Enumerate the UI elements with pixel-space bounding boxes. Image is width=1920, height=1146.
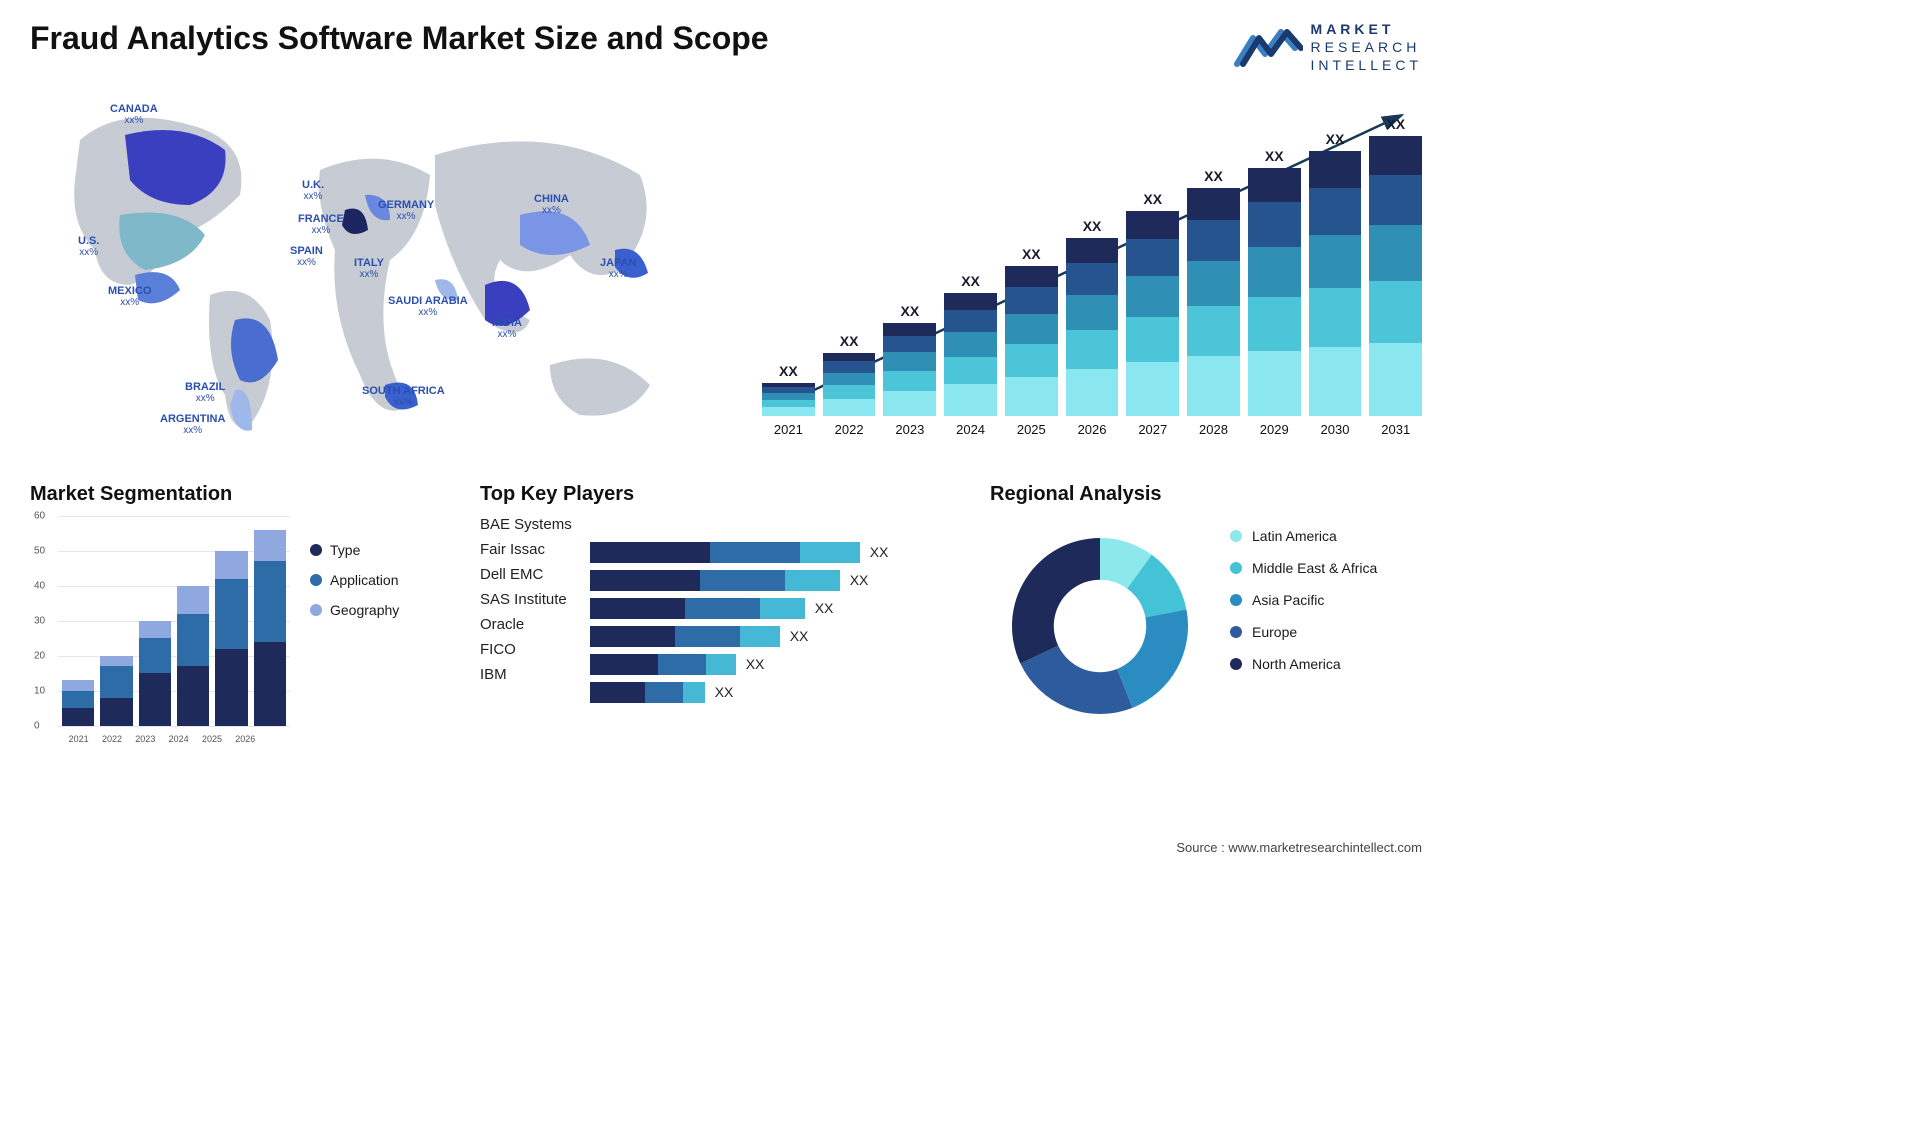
country-label: ITALYxx% (354, 257, 384, 280)
legend-item: Asia Pacific (1230, 592, 1377, 608)
player-bar: XX (590, 542, 960, 563)
country-label: SPAINxx% (290, 245, 323, 268)
country-label: CANADAxx% (110, 103, 158, 126)
players-names: BAE Systems Fair Issac Dell EMC SAS Institu… (480, 516, 572, 703)
segmentation-bar (215, 551, 247, 726)
regional-panel: Regional Analysis Latin America Middle Ea… (990, 483, 1422, 746)
player-name: SAS Institute (480, 591, 567, 608)
growth-bar: XX2026 (1066, 218, 1119, 437)
growth-bar: XX2022 (823, 333, 876, 437)
growth-bar-chart: XX2021XX2022XX2023XX2024XX2025XX2026XX20… (762, 95, 1422, 455)
player-name: Dell EMC (480, 566, 543, 583)
legend-item: Latin America (1230, 528, 1377, 544)
players-bars-chart: XX XX XX XX XX XX (590, 542, 960, 703)
player-bar: XX (590, 626, 960, 647)
growth-bar: XX2021 (762, 363, 815, 437)
country-label: U.K.xx% (302, 179, 324, 202)
country-label: FRANCExx% (298, 213, 344, 236)
header: Fraud Analytics Software Market Size and… (30, 20, 1422, 75)
legend-item: North America (1230, 656, 1377, 672)
growth-bar: XX2029 (1248, 148, 1301, 437)
player-name: FICO (480, 641, 516, 658)
country-label: ARGENTINAxx% (160, 413, 225, 436)
segmentation-legend: Type Application Geography (310, 516, 399, 746)
player-bar: XX (590, 570, 960, 591)
legend-item: Type (310, 542, 399, 558)
growth-bar: XX2031 (1369, 116, 1422, 437)
segmentation-bar (100, 656, 132, 726)
legend-item: Application (310, 572, 399, 588)
regional-title: Regional Analysis (990, 483, 1422, 506)
growth-bar: XX2023 (883, 303, 936, 437)
country-label: JAPANxx% (600, 257, 636, 280)
player-name: Oracle (480, 616, 524, 633)
country-label: BRAZILxx% (185, 381, 225, 404)
growth-bar: XX2028 (1187, 168, 1240, 437)
segmentation-bar (139, 621, 171, 726)
segmentation-panel: Market Segmentation 0102030405060 202120… (30, 483, 450, 746)
segmentation-bar (177, 586, 209, 726)
country-label: CHINAxx% (534, 193, 569, 216)
growth-bar: XX2025 (1005, 246, 1058, 437)
segmentation-chart: 0102030405060 202120222023202420252026 (30, 516, 290, 746)
segmentation-bar (62, 680, 94, 726)
regional-donut-chart (990, 516, 1210, 736)
players-panel: Top Key Players BAE Systems Fair Issac Del… (480, 483, 960, 746)
growth-bar: XX2027 (1126, 191, 1179, 437)
world-map-panel: CANADAxx% U.S.xx% MEXICOxx% BRAZILxx% ARGENT… (30, 85, 732, 465)
donut-slice (1020, 645, 1132, 713)
legend-item: Middle East & Africa (1230, 560, 1377, 576)
brand-logo: MARKET RESEARCH INTELLECT (1233, 20, 1422, 75)
growth-bar: XX2030 (1309, 131, 1362, 437)
bottom-row: Market Segmentation 0102030405060 202120… (30, 483, 1422, 746)
segmentation-title: Market Segmentation (30, 483, 450, 506)
players-title: Top Key Players (480, 483, 960, 506)
player-name: BAE Systems (480, 516, 572, 533)
player-name: Fair Issac (480, 541, 545, 558)
player-bar: XX (590, 682, 960, 703)
country-label: GERMANYxx% (378, 199, 434, 222)
player-name: IBM (480, 666, 507, 683)
country-label: SOUTH AFRICAxx% (362, 385, 445, 408)
donut-slice (1117, 609, 1188, 707)
growth-bar: XX2024 (944, 273, 997, 437)
logo-text: MARKET RESEARCH INTELLECT (1311, 20, 1422, 75)
country-label: MEXICOxx% (108, 285, 151, 308)
country-label: INDIAxx% (492, 317, 522, 340)
source-attribution: Source : www.marketresearchintellect.com (1176, 840, 1422, 855)
country-label: SAUDI ARABIAxx% (388, 295, 468, 318)
regional-legend: Latin America Middle East & Africa Asia Pa… (1230, 516, 1377, 736)
segmentation-bar (254, 530, 286, 726)
donut-slice (1012, 538, 1100, 663)
page-title: Fraud Analytics Software Market Size and… (30, 20, 769, 57)
player-bar: XX (590, 598, 960, 619)
player-bar: XX (590, 654, 960, 675)
legend-item: Europe (1230, 624, 1377, 640)
top-row: CANADAxx% U.S.xx% MEXICOxx% BRAZILxx% ARGENT… (30, 85, 1422, 465)
logo-mark-icon (1233, 24, 1303, 70)
country-label: U.S.xx% (78, 235, 99, 258)
legend-item: Geography (310, 602, 399, 618)
